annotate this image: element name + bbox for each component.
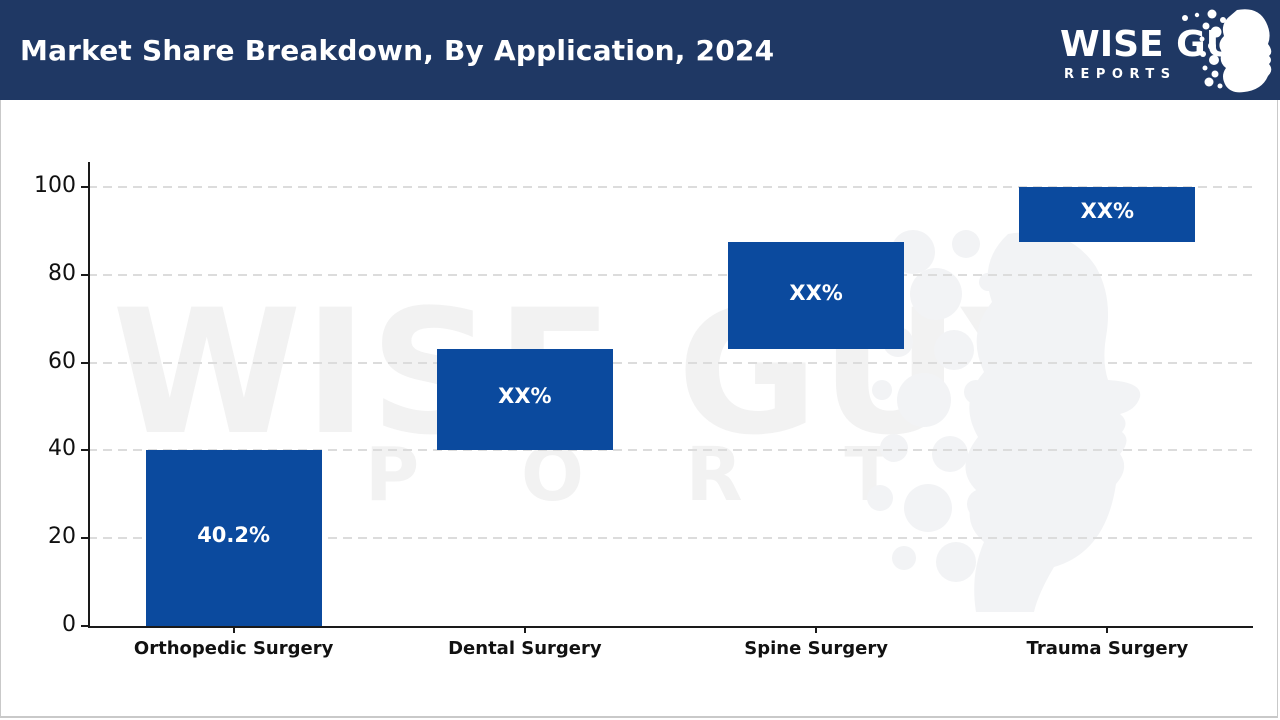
x-tick-2 [815, 626, 818, 633]
x-tick-3 [1106, 626, 1109, 633]
y-tick-label-80: 80 [48, 260, 76, 286]
x-tick-1 [523, 626, 526, 633]
x-axis [88, 626, 1253, 628]
logo-head-icon [1199, 9, 1272, 93]
y-tick-label-20: 20 [48, 524, 76, 550]
watermark-head-icon [867, 230, 1141, 612]
x-tick-0 [232, 626, 235, 633]
x-tick-label-3: Trauma Surgery [1026, 638, 1189, 659]
y-tick-40 [81, 449, 88, 452]
x-tick-label-0: Orthopedic Surgery [133, 638, 334, 659]
bar-spine-surgery [728, 241, 905, 350]
gridline-60 [88, 361, 1253, 364]
bar-value-label: 40.2% [197, 522, 271, 547]
y-tick-100 [81, 186, 88, 188]
bar-value-label: XX% [498, 384, 552, 409]
gridline-40 [88, 449, 1253, 452]
y-tick-label-100: 100 [34, 173, 76, 198]
y-tick-60 [81, 361, 88, 364]
page-title: Market Share Breakdown, By Application, … [20, 33, 775, 67]
y-axis [88, 162, 90, 627]
y-tick-label-60: 60 [48, 348, 76, 374]
x-tick-label-1: Dental Surgery [448, 638, 602, 659]
y-tick-20 [81, 537, 88, 540]
gridline-80 [88, 273, 1253, 276]
y-tick-80 [81, 273, 88, 276]
bar-orthopedic-surgery [145, 449, 322, 626]
header-bar: Market Share Breakdown, By Application, … [0, 0, 1280, 100]
y-tick-label-40: 40 [48, 436, 76, 462]
y-tick-label-0: 0 [62, 612, 76, 637]
svg-text:REPORTS: REPORTS [1064, 67, 1177, 82]
bar-value-label: XX% [789, 280, 843, 305]
y-tick-0 [81, 625, 88, 627]
bar-dental-surgery [436, 349, 613, 450]
gridline-20 [88, 537, 1253, 540]
x-tick-label-2: Spine Surgery [744, 638, 888, 659]
bar-value-label: XX% [1080, 199, 1135, 224]
gridline-100 [88, 186, 1253, 188]
bar-trauma-surgery [1019, 187, 1196, 242]
wise-guy-logo: WISE GUY REPORTS [1060, 9, 1272, 93]
